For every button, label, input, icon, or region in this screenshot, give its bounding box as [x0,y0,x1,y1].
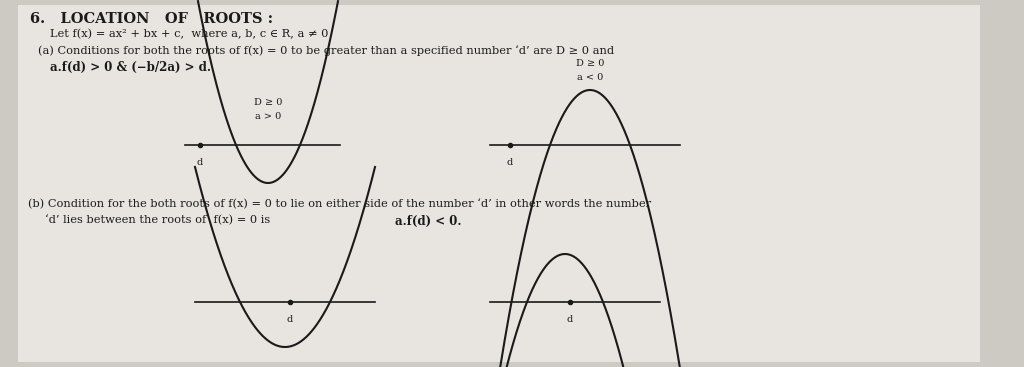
Text: a < 0: a < 0 [577,73,603,82]
Text: ‘d’ lies between the roots of  f(x) = 0 is: ‘d’ lies between the roots of f(x) = 0 i… [45,215,278,226]
Text: a > 0: a > 0 [255,112,282,121]
Text: a.f(d) > 0 & (−b/2a) > d.: a.f(d) > 0 & (−b/2a) > d. [50,61,211,74]
Text: Let f(x) = ax² + bx + c,  where a, b, c ∈ R, a ≠ 0: Let f(x) = ax² + bx + c, where a, b, c ∈… [50,29,329,39]
Text: (a) Conditions for both the roots of f(x) = 0 to be greater than a specified num: (a) Conditions for both the roots of f(x… [38,45,614,56]
Text: D ≥ 0: D ≥ 0 [254,98,283,107]
Text: d: d [287,315,293,324]
Text: d: d [567,315,573,324]
Polygon shape [18,5,980,362]
Text: (b) Condition for the both roots of f(x) = 0 to lie on either side of the number: (b) Condition for the both roots of f(x)… [28,199,651,210]
Text: 6.   LOCATION   OF   ROOTS :: 6. LOCATION OF ROOTS : [30,12,273,26]
Text: d: d [507,158,513,167]
Text: a.f(d) < 0.: a.f(d) < 0. [395,215,462,228]
Text: d: d [197,158,203,167]
Text: D ≥ 0: D ≥ 0 [575,59,604,68]
